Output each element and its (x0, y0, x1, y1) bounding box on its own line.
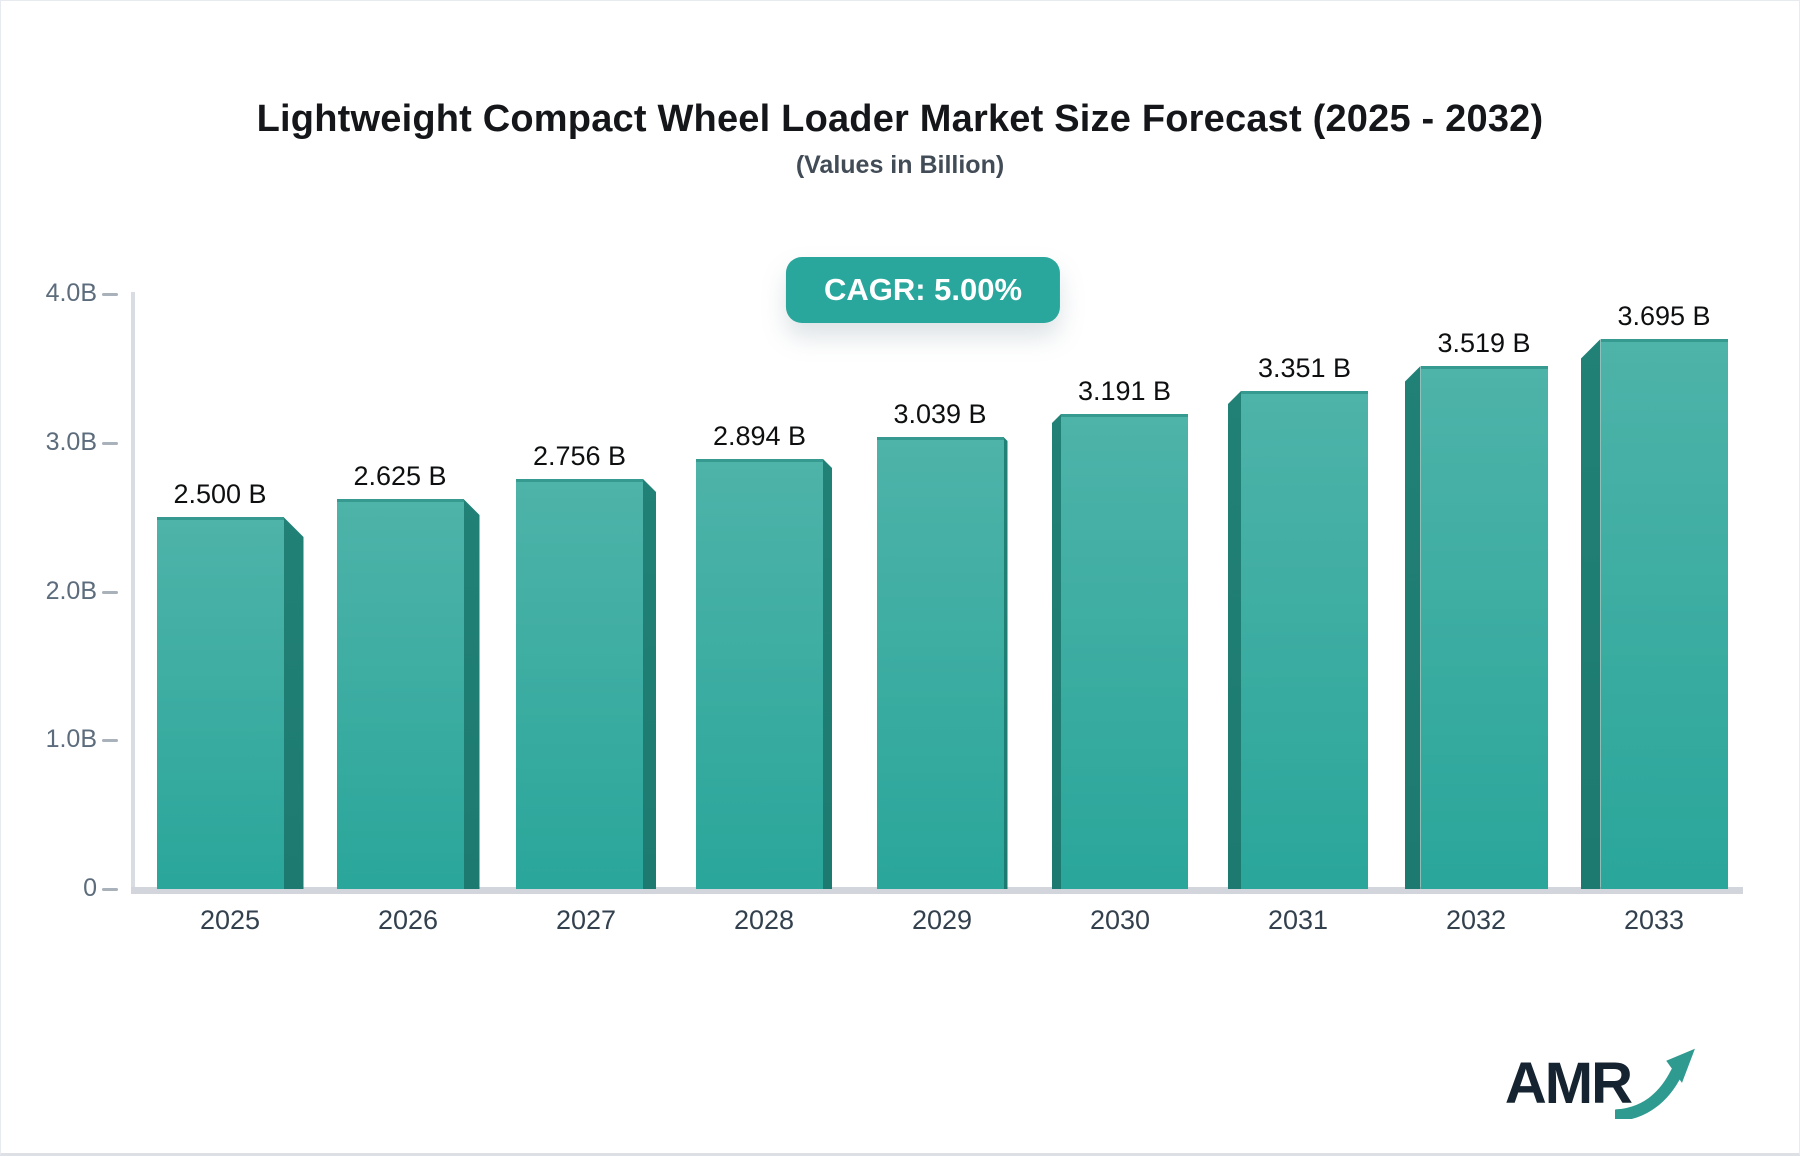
bar-side-3d (1228, 391, 1241, 889)
bar-slot: 2.500 B (141, 479, 319, 889)
bar-side-3d (1003, 437, 1008, 889)
bar-value-label: 2.500 B (173, 479, 267, 509)
bar-face (876, 437, 1004, 889)
chart-subtitle: (Values in Billion) (795, 151, 1005, 179)
bar-2028: 2.894 B (696, 421, 832, 889)
bar-side-3d (283, 517, 304, 889)
bar-value-label: 2.894 B (712, 421, 807, 451)
x-tick-label-2028: 2028 (733, 905, 795, 935)
bar-slot: 2.625 B (319, 461, 497, 889)
bar-face (336, 499, 464, 889)
bar-2032: 3.519 B (1404, 328, 1548, 889)
bar-value-label: 3.695 B (1617, 301, 1711, 331)
y-tick-mark (102, 293, 118, 296)
x-axis-labels: 2025 2026 2027 2028 2029 2030 2031 2032 2033 (141, 905, 1743, 936)
bar-face (1061, 414, 1188, 889)
bar-side-3d (1052, 414, 1061, 889)
bar-slot: 3.695 B (1565, 301, 1743, 889)
y-tick-label: 3.0B (45, 427, 97, 456)
growth-arrow-icon (1615, 1048, 1695, 1119)
x-tick-label-2025: 2025 (199, 905, 261, 935)
y-tick-mark (102, 590, 118, 594)
bar-side-3d (463, 499, 480, 889)
y-tick-mark (102, 441, 118, 445)
y-tick-mark (102, 739, 118, 743)
x-tick-label-2029: 2029 (911, 905, 973, 935)
bar-2027: 2.756 B (516, 441, 656, 889)
y-tick-mark (102, 888, 118, 891)
x-tick-label-2030: 2030 (1089, 905, 1151, 935)
bar-slot: 3.351 B (1209, 353, 1387, 889)
bar-face (156, 517, 284, 889)
x-tick-label-2033: 2033 (1623, 905, 1685, 935)
y-tick-label: 1.0B (45, 725, 97, 754)
bar-2031: 3.351 B (1228, 353, 1368, 889)
y-tick-label: 0 (83, 874, 97, 902)
bar-value-label: 2.756 B (532, 441, 627, 471)
bar-2026: 2.625 B (336, 461, 480, 889)
bar-value-label: 3.351 B (1257, 353, 1352, 383)
bar-face (1420, 366, 1548, 889)
bar-2029: 3.039 B (876, 399, 1008, 889)
bar-face (516, 479, 643, 889)
amr-logo: AMR (1504, 1045, 1699, 1119)
bar-value-label: 3.519 B (1437, 328, 1531, 358)
chart-title: Lightweight Compact Wheel Loader Market … (256, 98, 1544, 140)
y-tick-label: 2.0B (45, 576, 97, 605)
x-tick-label-2031: 2031 (1267, 905, 1329, 935)
bar-value-label: 2.625 B (353, 461, 447, 491)
bar-value-label: 3.039 B (893, 399, 987, 429)
bar-face (696, 459, 823, 889)
x-tick-label-2026: 2026 (377, 905, 439, 935)
bars-area: 2.500 B 2.625 B 2.756 B 2.894 B 3.039 B 3.191… (141, 294, 1743, 889)
bar-face (1600, 339, 1728, 889)
bar-2030: 3.191 B (1052, 376, 1188, 889)
bar-2033: 3.695 B (1580, 301, 1728, 889)
bar-side-3d (1580, 339, 1601, 889)
x-tick-label-2032: 2032 (1445, 905, 1507, 935)
bar-side-3d (823, 459, 832, 889)
bar-value-label: 3.191 B (1077, 376, 1172, 406)
x-axis-baseline (131, 887, 1743, 894)
x-tick-label-2027: 2027 (555, 905, 617, 935)
bar-slot: 3.039 B (853, 399, 1031, 889)
bar-slot: 2.756 B (497, 441, 675, 889)
bar-side-3d (643, 479, 656, 889)
amr-logo-text: AMR (1504, 1051, 1633, 1116)
bar-side-3d (1404, 366, 1421, 889)
bar-slot: 2.894 B (675, 421, 853, 889)
y-tick-label: 4.0B (45, 279, 97, 307)
bar-slot: 3.519 B (1387, 328, 1565, 889)
cagr-badge: CAGR: 5.00% (785, 257, 1061, 323)
bar-2025: 2.500 B (156, 479, 304, 889)
bar-face (1241, 391, 1368, 889)
y-axis-line (131, 292, 135, 889)
bar-slot: 3.191 B (1031, 376, 1209, 889)
